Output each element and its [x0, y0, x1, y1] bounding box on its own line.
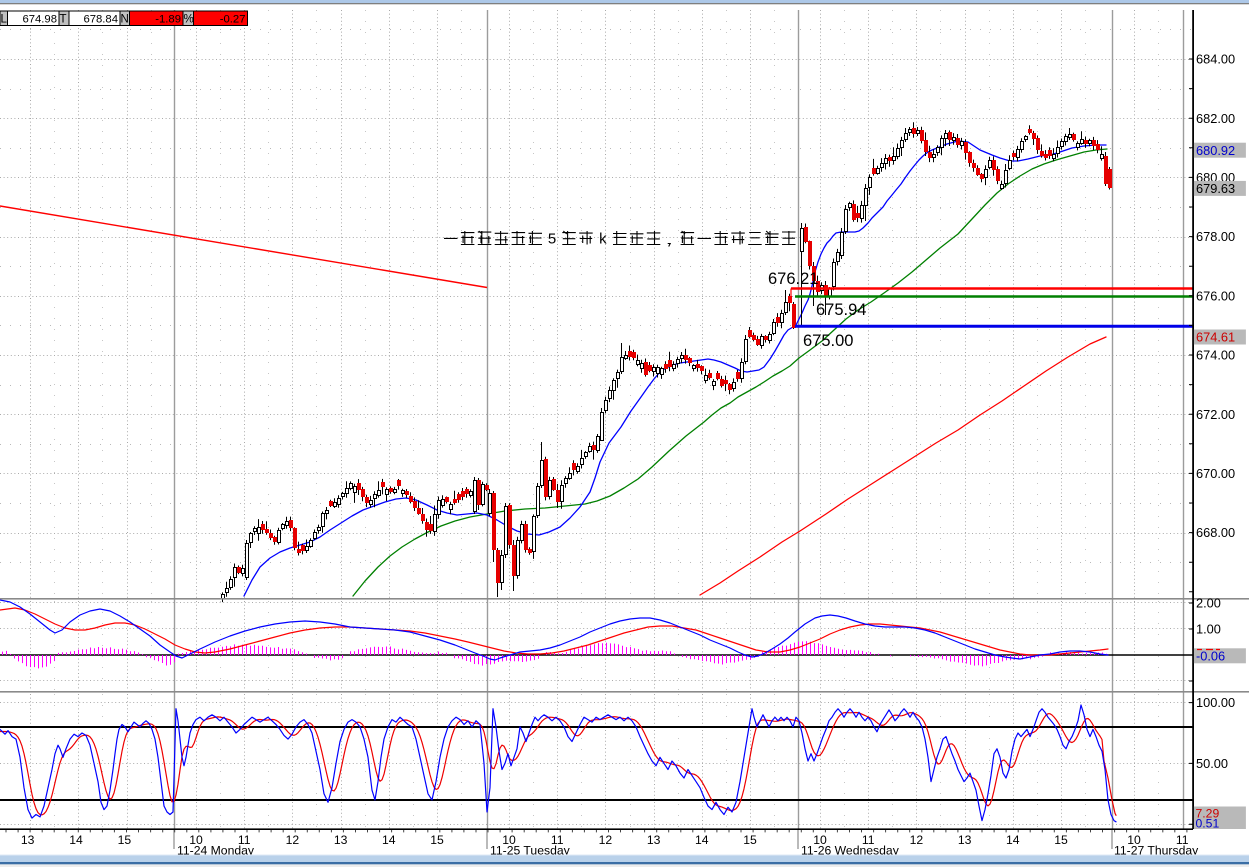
svg-text:674.61: 674.61	[1196, 330, 1235, 345]
svg-text:14: 14	[382, 833, 396, 847]
svg-text:1.00: 1.00	[1196, 622, 1221, 637]
svg-text:679.63: 679.63	[1196, 181, 1235, 196]
svg-text:13: 13	[647, 833, 661, 847]
svg-text:678.00: 678.00	[1196, 229, 1235, 244]
svg-text:15: 15	[743, 833, 757, 847]
svg-text:674.00: 674.00	[1196, 348, 1235, 363]
svg-text:0.51: 0.51	[1196, 817, 1220, 831]
svg-text:-0.27: -0.27	[220, 14, 246, 26]
svg-text:676.21: 676.21	[768, 270, 818, 288]
svg-text:675.00: 675.00	[803, 332, 853, 350]
svg-text:684.00: 684.00	[1196, 52, 1235, 67]
svg-text:680.92: 680.92	[1196, 143, 1235, 158]
svg-text:11: 11	[238, 833, 251, 847]
svg-text:T: T	[60, 14, 67, 26]
svg-text:2.00: 2.00	[1196, 596, 1221, 611]
svg-text:676.00: 676.00	[1196, 288, 1235, 303]
svg-text:678.84: 678.84	[83, 14, 118, 26]
svg-text:50.00: 50.00	[1196, 756, 1228, 771]
svg-text:14: 14	[1006, 833, 1020, 847]
svg-text:N: N	[121, 14, 129, 26]
svg-text:L: L	[1, 14, 8, 26]
svg-text:-0.06: -0.06	[1196, 648, 1225, 663]
svg-text:13: 13	[334, 833, 348, 847]
svg-text:10: 10	[502, 833, 516, 847]
svg-text:100.00: 100.00	[1196, 695, 1235, 710]
svg-text:7.29: 7.29	[1196, 807, 1220, 821]
svg-text:11-25 Tuesday: 11-25 Tuesday	[490, 843, 571, 857]
svg-text:%: %	[184, 14, 194, 26]
svg-text:15: 15	[430, 833, 444, 847]
svg-text:-1.89: -1.89	[155, 14, 181, 26]
svg-text:11-26 Wednesday: 11-26 Wednesday	[801, 843, 900, 857]
svg-text:10: 10	[1127, 833, 1141, 847]
svg-text:11-27 Thursday: 11-27 Thursday	[1114, 843, 1199, 857]
svg-text:668.00: 668.00	[1196, 525, 1235, 540]
svg-text:10: 10	[189, 833, 203, 847]
svg-text:12: 12	[910, 833, 924, 847]
svg-text:5: 5	[548, 231, 556, 248]
svg-text:682.00: 682.00	[1196, 111, 1235, 126]
svg-text:14: 14	[69, 833, 83, 847]
svg-text:675.94: 675.94	[816, 301, 866, 319]
svg-text:11: 11	[1176, 833, 1189, 847]
svg-text:11: 11	[862, 833, 875, 847]
svg-text:14: 14	[695, 833, 709, 847]
svg-text:670.00: 670.00	[1196, 466, 1235, 481]
svg-text:11: 11	[551, 833, 564, 847]
svg-text:12: 12	[286, 833, 300, 847]
svg-text:15: 15	[1054, 833, 1068, 847]
svg-text:674.98: 674.98	[22, 14, 57, 26]
svg-text:13: 13	[958, 833, 972, 847]
svg-text:11-24 Monday: 11-24 Monday	[177, 843, 255, 857]
svg-text:672.00: 672.00	[1196, 407, 1235, 422]
svg-text:12: 12	[599, 833, 613, 847]
svg-text:10: 10	[813, 833, 827, 847]
svg-text:13: 13	[21, 833, 35, 847]
svg-text:k: k	[599, 231, 607, 248]
svg-text:15: 15	[118, 833, 132, 847]
